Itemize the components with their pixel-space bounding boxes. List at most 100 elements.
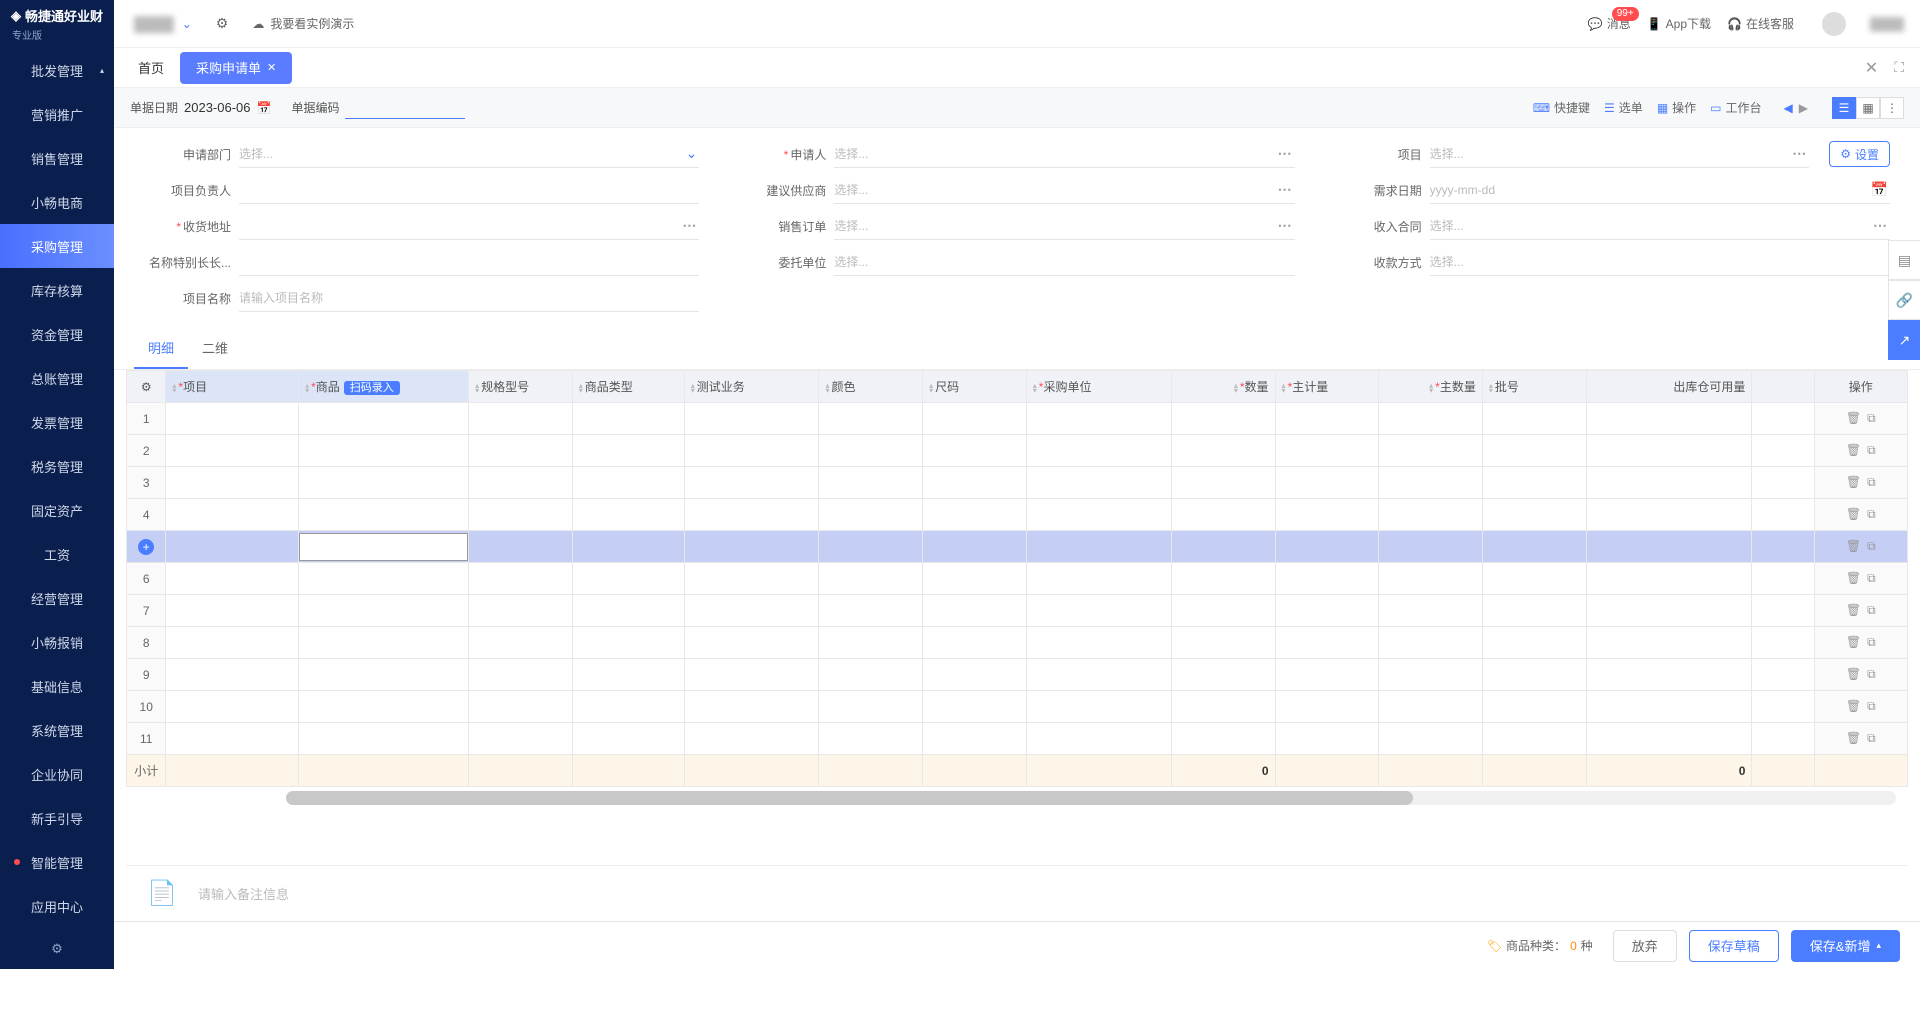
- table-cell[interactable]: [572, 499, 684, 531]
- table-cell[interactable]: [166, 467, 299, 499]
- table-cell[interactable]: [469, 531, 573, 563]
- delete-row-icon[interactable]: 🗑: [1846, 699, 1861, 713]
- table-cell[interactable]: [923, 659, 1027, 691]
- table-cell[interactable]: [1275, 403, 1379, 435]
- col-color[interactable]: ▴▾颜色: [819, 371, 923, 403]
- table-cell[interactable]: [1752, 723, 1814, 755]
- table-cell[interactable]: [469, 691, 573, 723]
- table-cell[interactable]: [1379, 563, 1483, 595]
- table-row[interactable]: +🗑⧉: [127, 531, 1908, 563]
- table-cell[interactable]: [469, 627, 573, 659]
- table-cell[interactable]: [1379, 403, 1483, 435]
- table-row[interactable]: 6🗑⧉: [127, 563, 1908, 595]
- table-cell[interactable]: [1586, 563, 1752, 595]
- col-project[interactable]: ▴▾*项目: [166, 371, 299, 403]
- table-cell[interactable]: [1379, 531, 1483, 563]
- table-cell[interactable]: [684, 595, 819, 627]
- long-name-input[interactable]: [239, 248, 699, 276]
- table-row[interactable]: 10🗑⧉: [127, 691, 1908, 723]
- copy-row-icon[interactable]: ⧉: [1867, 443, 1876, 457]
- table-cell[interactable]: [572, 691, 684, 723]
- date-value[interactable]: 2023-06-06: [184, 100, 251, 115]
- table-cell[interactable]: [1171, 691, 1275, 723]
- sidebar-settings-icon[interactable]: ⚙: [0, 929, 114, 969]
- table-cell[interactable]: [1275, 531, 1379, 563]
- prev-icon[interactable]: ◀: [1784, 101, 1793, 115]
- table-cell[interactable]: [166, 627, 299, 659]
- table-cell[interactable]: [1482, 563, 1586, 595]
- copy-row-icon[interactable]: ⧉: [1867, 635, 1876, 649]
- table-cell[interactable]: [166, 691, 299, 723]
- sidebar-item[interactable]: 新手引导: [0, 796, 114, 840]
- table-cell[interactable]: [1586, 659, 1752, 691]
- header-gear-icon[interactable]: ⚙: [216, 15, 229, 32]
- remarks-input[interactable]: 请输入备注信息: [198, 884, 1888, 903]
- table-cell[interactable]: [469, 403, 573, 435]
- sidebar-item[interactable]: 库存核算: [0, 268, 114, 312]
- table-row[interactable]: 1🗑⧉: [127, 403, 1908, 435]
- table-cell[interactable]: [166, 659, 299, 691]
- horizontal-scrollbar[interactable]: [286, 791, 1896, 805]
- sidebar-item[interactable]: 采购管理: [0, 224, 114, 268]
- table-cell[interactable]: [1482, 467, 1586, 499]
- table-cell[interactable]: [1482, 627, 1586, 659]
- table-cell[interactable]: [684, 627, 819, 659]
- table-cell[interactable]: [1379, 691, 1483, 723]
- table-cell[interactable]: [1752, 627, 1814, 659]
- table-cell[interactable]: [1026, 595, 1171, 627]
- subtab-detail[interactable]: 明细: [134, 328, 188, 369]
- sidebar-item[interactable]: 智能管理: [0, 840, 114, 884]
- table-cell[interactable]: [1379, 659, 1483, 691]
- col-spec[interactable]: ▴▾规格型号: [469, 371, 573, 403]
- table-cell[interactable]: [469, 499, 573, 531]
- table-cell[interactable]: [1275, 467, 1379, 499]
- table-cell[interactable]: [1586, 499, 1752, 531]
- col-gear[interactable]: ⚙: [127, 371, 166, 403]
- tab-close-icon[interactable]: ✕: [267, 61, 276, 74]
- col-product[interactable]: ▴▾*商品扫码录入: [299, 371, 469, 403]
- project-name-input[interactable]: 请输入项目名称: [239, 284, 699, 312]
- table-cell[interactable]: [819, 563, 923, 595]
- table-cell[interactable]: [572, 403, 684, 435]
- table-cell[interactable]: [819, 723, 923, 755]
- table-row[interactable]: 7🗑⧉: [127, 595, 1908, 627]
- col-qty[interactable]: ▴▾*数量: [1171, 371, 1275, 403]
- sidebar-item[interactable]: 企业协同: [0, 752, 114, 796]
- sidebar-item[interactable]: 应用中心: [0, 884, 114, 928]
- table-cell[interactable]: [299, 691, 469, 723]
- table-row[interactable]: 9🗑⧉: [127, 659, 1908, 691]
- table-cell[interactable]: [819, 659, 923, 691]
- income-contract-input[interactable]: 选择...⋯: [1430, 212, 1890, 240]
- table-cell[interactable]: [819, 467, 923, 499]
- table-cell[interactable]: [923, 563, 1027, 595]
- copy-row-icon[interactable]: ⧉: [1867, 731, 1876, 745]
- sidebar-item[interactable]: 系统管理: [0, 708, 114, 752]
- copy-row-icon[interactable]: ⧉: [1867, 667, 1876, 681]
- table-cell[interactable]: [1026, 723, 1171, 755]
- select-order-button[interactable]: ☰选单: [1604, 99, 1643, 116]
- table-cell[interactable]: [572, 563, 684, 595]
- delete-row-icon[interactable]: 🗑: [1846, 635, 1861, 649]
- table-cell[interactable]: [684, 467, 819, 499]
- payment-method-input[interactable]: 选择...: [1430, 248, 1890, 276]
- table-row[interactable]: 3🗑⧉: [127, 467, 1908, 499]
- table-cell[interactable]: [469, 723, 573, 755]
- table-cell[interactable]: [572, 659, 684, 691]
- delete-row-icon[interactable]: 🗑: [1846, 571, 1861, 585]
- table-cell[interactable]: [469, 563, 573, 595]
- table-cell[interactable]: [299, 723, 469, 755]
- table-cell[interactable]: [1752, 691, 1814, 723]
- table-cell[interactable]: [1482, 595, 1586, 627]
- sidebar-item[interactable]: 批发管理: [0, 48, 114, 92]
- table-cell[interactable]: [1586, 467, 1752, 499]
- table-cell[interactable]: [1482, 403, 1586, 435]
- view-list-button[interactable]: ☰: [1832, 97, 1856, 119]
- table-cell[interactable]: [166, 595, 299, 627]
- table-cell[interactable]: [684, 723, 819, 755]
- table-cell[interactable]: [1171, 563, 1275, 595]
- table-cell[interactable]: [1026, 691, 1171, 723]
- table-cell[interactable]: [819, 499, 923, 531]
- table-cell[interactable]: [1752, 531, 1814, 563]
- sidebar-item[interactable]: 税务管理: [0, 444, 114, 488]
- col-category[interactable]: ▴▾商品类型: [572, 371, 684, 403]
